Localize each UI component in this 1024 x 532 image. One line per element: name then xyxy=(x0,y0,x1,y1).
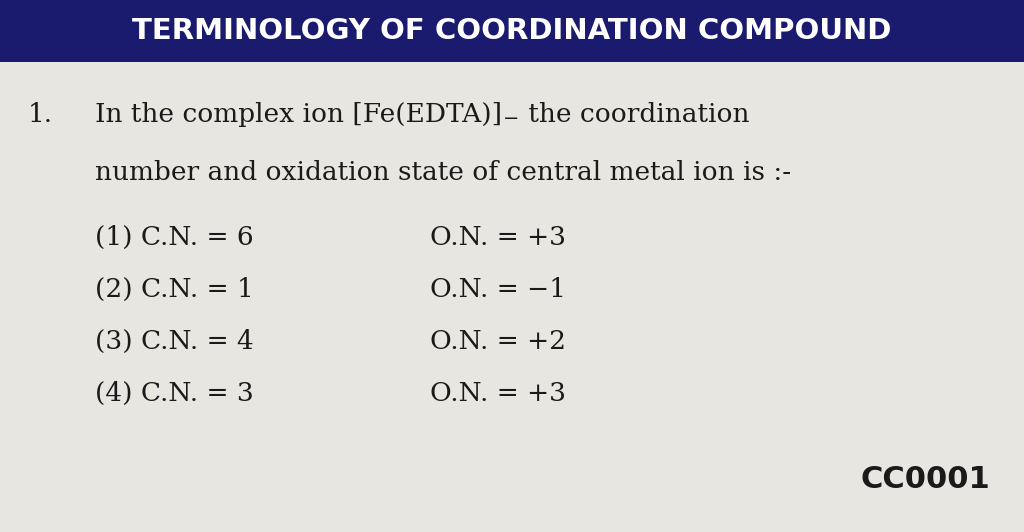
Text: TERMINOLOGY OF COORDINATION COMPOUND: TERMINOLOGY OF COORDINATION COMPOUND xyxy=(132,17,892,45)
Text: In the complex ion [Fe(EDTA)]: In the complex ion [Fe(EDTA)] xyxy=(95,102,502,127)
Text: −: − xyxy=(503,110,519,128)
Text: 1.: 1. xyxy=(28,102,53,127)
Text: the coordination: the coordination xyxy=(520,102,750,127)
Text: (4) C.N. = 3: (4) C.N. = 3 xyxy=(95,381,254,406)
Text: O.N. = +2: O.N. = +2 xyxy=(430,329,566,354)
Text: O.N. = +3: O.N. = +3 xyxy=(430,225,566,250)
Text: (1) C.N. = 6: (1) C.N. = 6 xyxy=(95,225,254,250)
Text: O.N. = −1: O.N. = −1 xyxy=(430,277,566,302)
Text: number and oxidation state of central metal ion is :-: number and oxidation state of central me… xyxy=(95,160,792,185)
Text: (2) C.N. = 1: (2) C.N. = 1 xyxy=(95,277,254,302)
Text: CC0001: CC0001 xyxy=(860,465,990,494)
Text: O.N. = +3: O.N. = +3 xyxy=(430,381,566,406)
Bar xyxy=(0,0,1024,62)
Text: (3) C.N. = 4: (3) C.N. = 4 xyxy=(95,329,254,354)
